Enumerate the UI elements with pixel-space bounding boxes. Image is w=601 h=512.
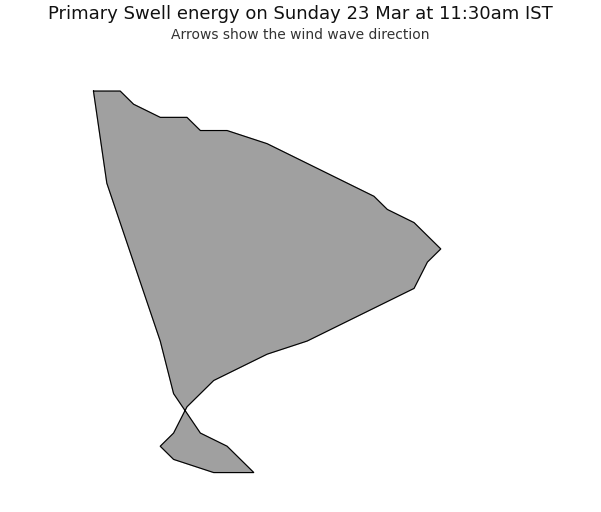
Text: Primary Swell energy on Sunday 23 Mar at 11:30am IST: Primary Swell energy on Sunday 23 Mar at… bbox=[48, 5, 553, 23]
Text: Arrows show the wind wave direction: Arrows show the wind wave direction bbox=[171, 28, 430, 42]
Polygon shape bbox=[94, 91, 441, 473]
